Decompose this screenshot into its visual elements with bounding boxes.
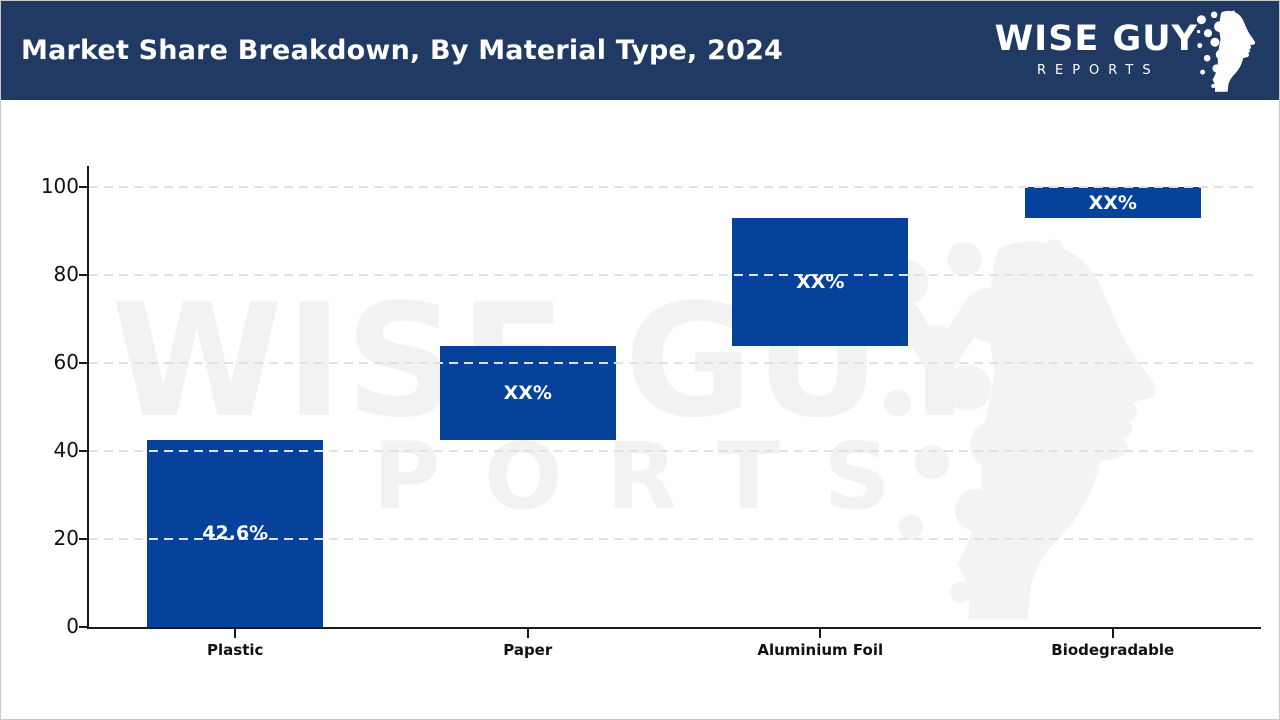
y-tick-mark <box>79 186 88 188</box>
x-tick-mark <box>526 629 529 638</box>
y-tick-mark <box>79 538 88 540</box>
y-tick-mark <box>79 362 88 364</box>
y-tick-label: 80 <box>53 262 79 286</box>
y-axis-spine <box>87 166 89 629</box>
logo-wordmark: WISE GUY <box>994 19 1198 59</box>
bar-value-label: XX% <box>503 381 552 404</box>
logo-subtext: REPORTS <box>1036 63 1160 78</box>
x-tick-mark <box>1111 629 1114 638</box>
x-tick-mark <box>819 629 822 638</box>
x-category-label: Aluminium Foil <box>757 641 884 659</box>
bar-value-label: XX% <box>796 271 845 294</box>
x-category-label: Plastic <box>207 641 264 659</box>
y-tick-mark <box>79 274 88 276</box>
page-title: Market Share Breakdown, By Material Type… <box>21 34 784 66</box>
bar-value-label: XX% <box>1088 191 1137 214</box>
bar-biodegradable <box>1024 187 1201 219</box>
bar-aluminium-foil <box>732 218 909 346</box>
bar-plastic <box>147 439 324 627</box>
y-tick-label: 20 <box>53 526 79 550</box>
logo-face-icon <box>1196 10 1256 92</box>
header-bar: Market Share Breakdown, By Material Type… <box>1 1 1279 100</box>
y-tick-label: 40 <box>53 438 79 462</box>
watermark-face-icon <box>882 239 1156 620</box>
x-category-label: Paper <box>503 641 553 659</box>
y-tick-label: 0 <box>66 614 79 638</box>
bar-paper <box>439 345 616 440</box>
y-tick-label: 100 <box>40 174 79 198</box>
x-tick-mark <box>234 629 237 638</box>
bar-value-label: 42.6% <box>202 522 269 545</box>
x-category-label: Biodegradable <box>1051 641 1175 659</box>
x-axis-spine <box>87 627 1261 629</box>
logo-text: WISE GUY REPORTS <box>994 19 1198 79</box>
wise-guy-logo: WISE GUY REPORTS <box>994 7 1279 93</box>
y-tick-mark <box>79 626 88 628</box>
y-tick-label: 60 <box>53 350 79 374</box>
y-tick-mark <box>79 450 88 452</box>
